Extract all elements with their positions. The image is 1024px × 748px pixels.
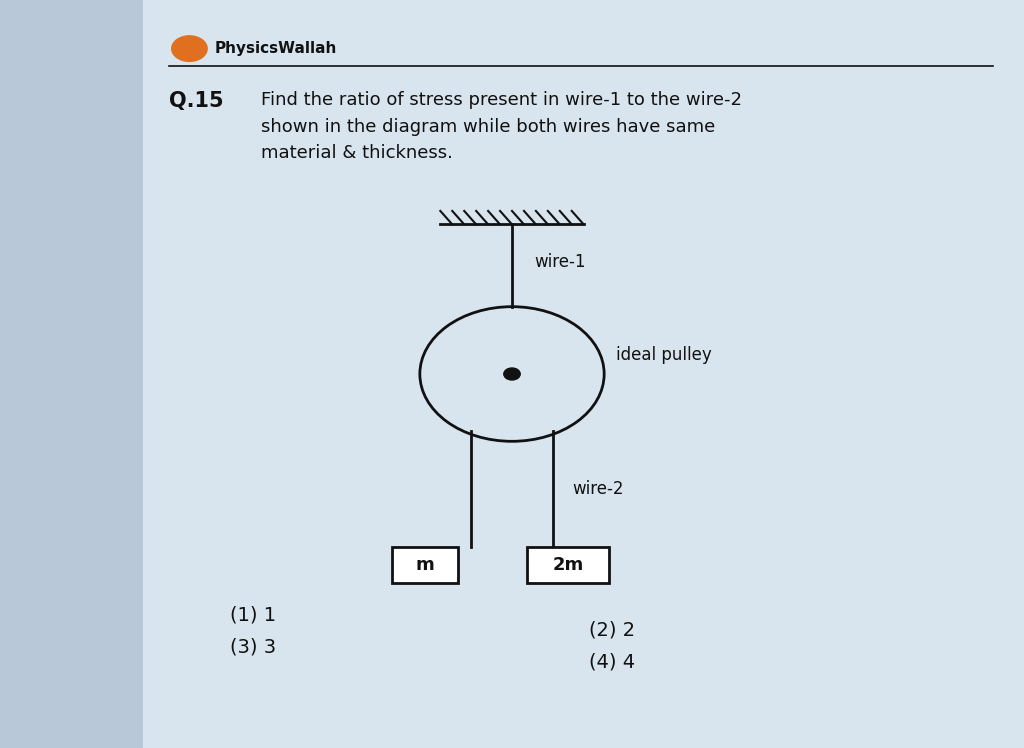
Text: m: m — [416, 556, 434, 574]
Text: PhysicsWallah: PhysicsWallah — [215, 41, 338, 56]
Text: (3) 3: (3) 3 — [230, 637, 276, 657]
Text: 2m: 2m — [553, 556, 584, 574]
Text: Find the ratio of stress present in wire-1 to the wire-2
shown in the diagram wh: Find the ratio of stress present in wire… — [261, 91, 742, 162]
Circle shape — [171, 35, 208, 62]
Text: (4) 4: (4) 4 — [589, 652, 635, 672]
Text: wire-2: wire-2 — [571, 480, 624, 498]
Text: ideal pulley: ideal pulley — [616, 346, 713, 364]
Text: wire-1: wire-1 — [535, 253, 586, 271]
Bar — [527, 547, 609, 583]
Text: (2) 2: (2) 2 — [589, 620, 635, 640]
Circle shape — [504, 368, 520, 380]
Text: Q.15: Q.15 — [169, 91, 223, 111]
Bar — [391, 547, 458, 583]
Text: (1) 1: (1) 1 — [230, 605, 276, 625]
Bar — [143, 0, 1024, 748]
